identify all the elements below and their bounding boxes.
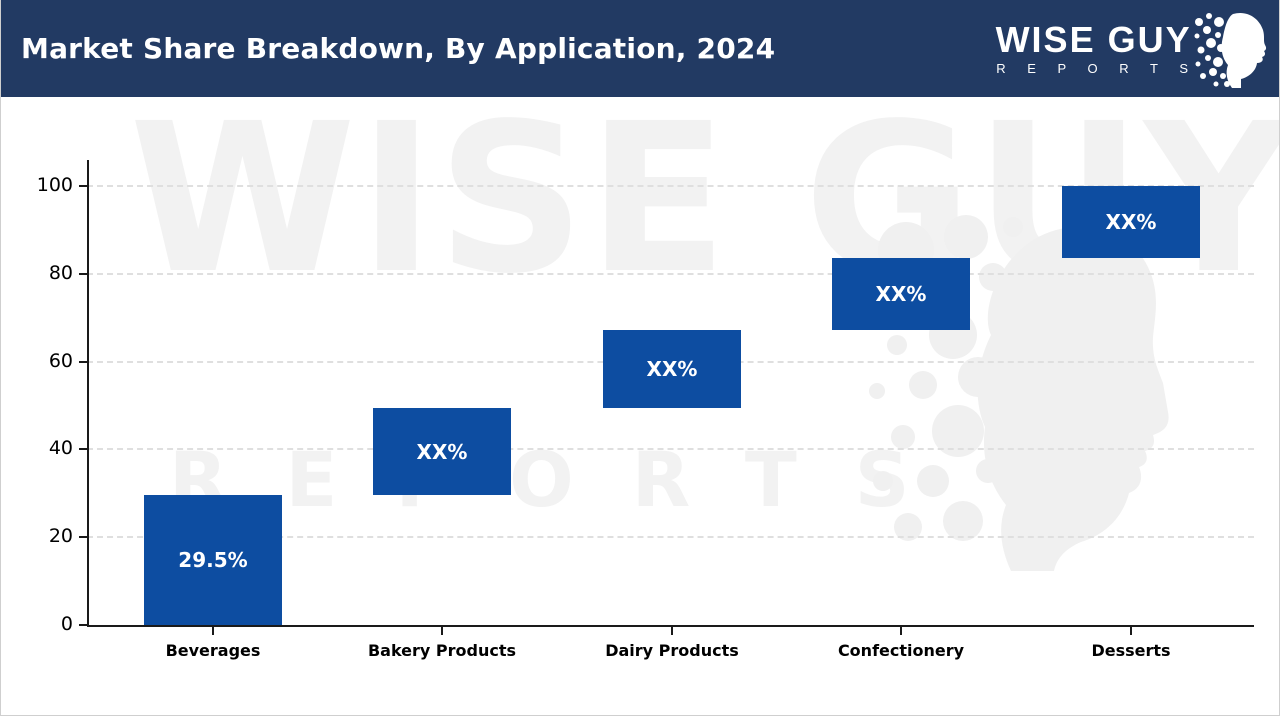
y-tick-label-80: 80 — [48, 261, 73, 284]
y-tick-label-40: 40 — [48, 437, 73, 460]
x-category-label: Desserts — [1091, 641, 1171, 660]
y-tick-label-60: 60 — [48, 349, 73, 372]
header-bar: Market Share Breakdown, By Application, … — [1, 0, 1279, 97]
x-tick-2 — [671, 627, 673, 635]
y-tick-40 — [79, 448, 87, 451]
x-category-label: Beverages — [165, 641, 261, 660]
y-tick-label-0: 0 — [60, 613, 73, 635]
logo-wordmark: WISE GUY — [995, 19, 1192, 60]
x-tick-0 — [212, 627, 214, 635]
bar-value-label: XX% — [875, 281, 927, 306]
waterfall-chart: WISE GUY REPORTS 0 20 40 60 80 100 Beverages B… — [1, 79, 1279, 715]
bar-dairy-products: XX% — [603, 329, 741, 408]
gridline-20 — [87, 536, 1254, 539]
x-category-label: Confectionery — [837, 641, 965, 660]
y-tick-label-20: 20 — [48, 525, 73, 548]
bar-value-label: 29.5% — [178, 548, 248, 573]
wise-guy-reports-logo: WISE GUY R E P O R T S — [990, 8, 1269, 90]
x-category-label: Bakery Products — [367, 641, 517, 660]
bar-desserts: XX% — [1062, 186, 1200, 258]
bar-value-label: XX% — [416, 439, 468, 464]
bar-bakery-products: XX% — [373, 407, 511, 496]
watermark-face-icon — [869, 215, 1169, 572]
gridline-100 — [87, 185, 1254, 187]
y-tick-80 — [79, 272, 87, 275]
y-tick-0 — [79, 624, 87, 626]
page-title: Market Share Breakdown, By Application, … — [21, 32, 776, 65]
logo-text: WISE GUY R E P O R T S — [990, 19, 1197, 77]
x-tick-3 — [900, 627, 902, 635]
gridline-40 — [87, 448, 1254, 451]
x-tick-1 — [441, 627, 443, 635]
x-tick-4 — [1130, 627, 1132, 635]
logo-face-icon — [1194, 12, 1267, 89]
bar-beverages: 29.5% — [144, 495, 282, 625]
bar-confectionery: XX% — [832, 257, 970, 330]
y-tick-60 — [79, 360, 87, 363]
y-axis-line — [87, 160, 89, 627]
y-tick-100 — [79, 185, 87, 187]
y-tick-label-100: 100 — [36, 174, 73, 196]
bar-value-label: XX% — [646, 356, 698, 381]
x-axis-line — [87, 625, 1254, 627]
y-tick-20 — [79, 536, 87, 539]
logo-subtitle: R E P O R T S — [996, 61, 1197, 76]
x-category-label: Dairy Products — [605, 641, 739, 660]
gridline-80 — [87, 272, 1254, 275]
bar-value-label: XX% — [1105, 209, 1157, 234]
